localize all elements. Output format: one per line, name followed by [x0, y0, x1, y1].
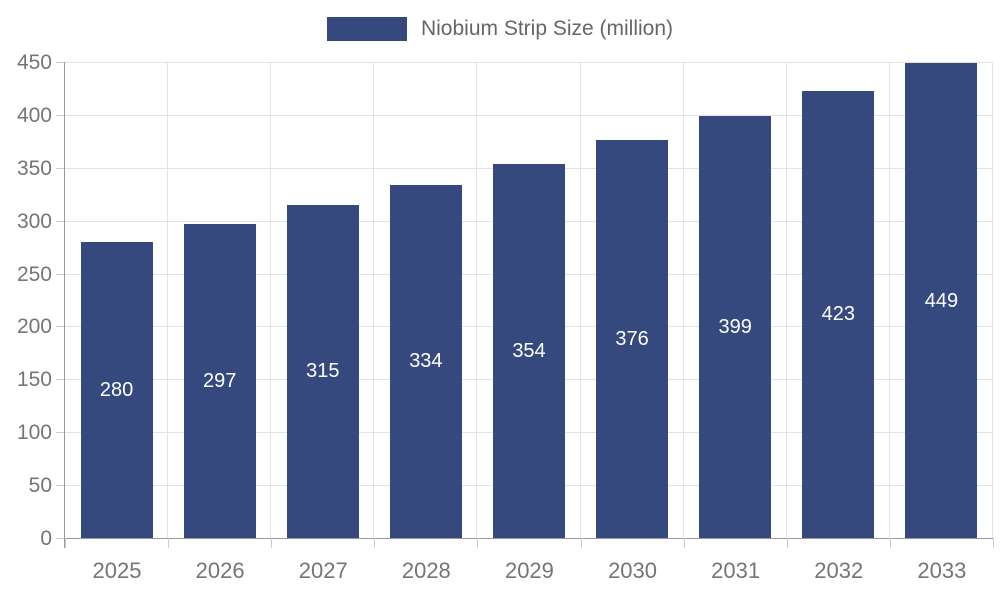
v-gridline	[888, 62, 890, 538]
x-axis-tick	[993, 538, 994, 548]
y-axis-tick	[56, 167, 64, 169]
v-gridline	[373, 62, 375, 538]
x-tick-label: 2026	[195, 558, 245, 583]
bar-value-label: 334	[409, 350, 443, 373]
y-tick-label: 100	[16, 421, 52, 445]
x-axis-tick	[374, 538, 376, 548]
plot-area: 280 297 315 334 354 376 399 423 449	[65, 62, 993, 538]
x-tick-label: 2027	[298, 558, 348, 583]
bar-value-label: 399	[718, 315, 752, 338]
x-axis-tick	[889, 538, 891, 548]
y-tick-label: 200	[16, 315, 52, 339]
x-tick-label: 2030	[608, 558, 658, 583]
bar-value-label: 354	[512, 339, 546, 362]
h-gridline	[65, 114, 993, 116]
bar[interactable]: 315	[286, 204, 359, 538]
x-tick-label: 2029	[504, 558, 554, 583]
y-axis-tick	[56, 326, 64, 328]
bar-value-label: 297	[202, 369, 237, 392]
y-axis-tick	[56, 485, 64, 487]
y-tick-label: 400	[16, 103, 52, 127]
y-tick-label: 150	[16, 368, 52, 392]
y-tick-label: 250	[16, 262, 52, 286]
bar-value-label: 315	[306, 360, 340, 383]
legend-label[interactable]: Niobium Strip Size (million)	[420, 17, 674, 40]
bar-value-label: 449	[924, 289, 959, 312]
y-tick-label: 300	[16, 209, 52, 233]
bar[interactable]: 376	[596, 140, 669, 538]
v-gridline	[579, 62, 581, 538]
x-axis-tick	[65, 538, 66, 548]
x-axis-tick	[271, 538, 273, 548]
bar-value-label: 280	[99, 378, 134, 401]
y-tick-label: 350	[16, 156, 52, 180]
bar[interactable]: 423	[802, 90, 875, 538]
y-axis-tick	[56, 273, 64, 275]
v-gridline	[682, 62, 684, 538]
v-gridline	[992, 62, 993, 538]
x-tick-label: 2032	[814, 558, 864, 583]
legend-swatch[interactable]	[326, 17, 407, 41]
y-tick-label: 0	[40, 527, 52, 550]
x-axis-tick	[168, 538, 170, 548]
legend[interactable]: Niobium Strip Size (million)	[0, 15, 1000, 43]
y-axis-tick	[56, 62, 64, 63]
x-axis-tick	[683, 538, 685, 548]
y-axis-tick	[56, 379, 64, 381]
x-tick-label: 2025	[92, 558, 142, 583]
bar[interactable]: 399	[699, 115, 772, 538]
h-gridline	[65, 62, 993, 63]
bar[interactable]: 297	[183, 223, 256, 538]
x-axis-tick	[786, 538, 788, 548]
bar[interactable]: 334	[389, 184, 462, 538]
bar[interactable]: 354	[493, 163, 565, 538]
v-gridline	[785, 62, 787, 538]
y-tick-label: 450	[16, 51, 52, 74]
bar[interactable]: 449	[905, 63, 978, 538]
x-axis-tick	[580, 538, 582, 548]
y-axis-tick	[56, 220, 64, 222]
x-tick-label: 2031	[711, 558, 761, 583]
v-gridline	[476, 62, 478, 538]
y-tick-label: 50	[28, 474, 52, 498]
x-tick-label: 2033	[917, 558, 967, 583]
bar[interactable]: 280	[80, 241, 153, 538]
y-axis-line	[64, 62, 65, 548]
y-axis-tick	[56, 432, 64, 434]
v-gridline	[270, 62, 272, 538]
y-axis-tick	[56, 538, 64, 539]
x-axis-line	[65, 538, 994, 539]
y-axis-tick	[56, 114, 64, 116]
bar-value-label: 423	[821, 303, 856, 326]
x-tick-label: 2028	[401, 558, 451, 583]
x-axis-tick	[477, 538, 479, 548]
v-gridline	[167, 62, 169, 538]
bar-value-label: 376	[615, 328, 649, 351]
